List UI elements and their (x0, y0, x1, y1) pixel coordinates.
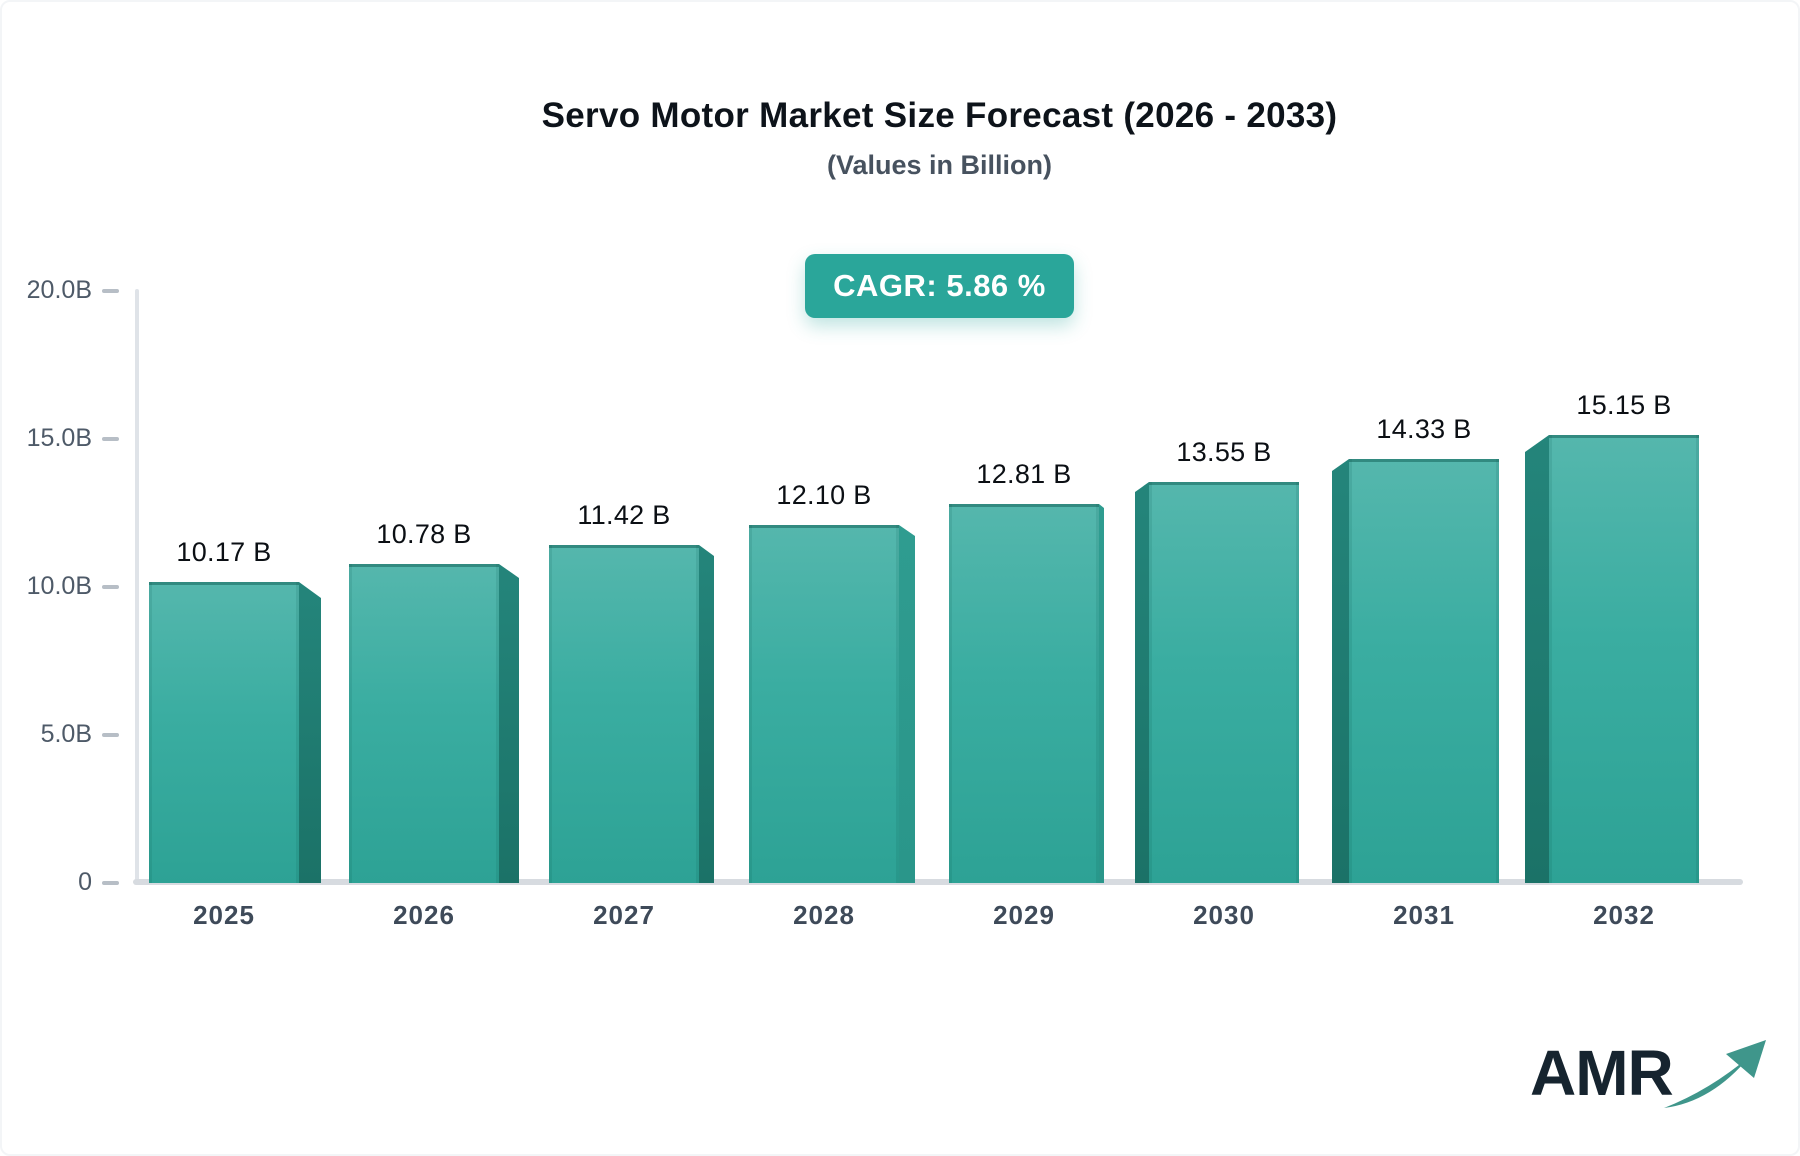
y-axis-tick-label: 0 (78, 868, 92, 896)
x-axis-label-2026: 2026 (393, 900, 455, 930)
x-axis-label-2032: 2032 (1593, 900, 1655, 930)
bar-side-face (1135, 482, 1149, 883)
amr-logo-text: AMR (1530, 1037, 1674, 1109)
bar-side-face (1332, 459, 1349, 883)
y-axis-line (135, 289, 139, 883)
bar-side-face (299, 582, 321, 883)
amr-logo: AMR (1530, 1032, 1766, 1122)
bar-2026 (349, 564, 499, 883)
cagr-badge: CAGR: 5.86 % (805, 254, 1074, 318)
bar-value-label: 13.55 B (1176, 437, 1272, 467)
bar-2029 (949, 504, 1099, 883)
bar-value-label: 11.42 B (577, 500, 671, 530)
x-axis-label-2028: 2028 (793, 900, 855, 930)
bar-side-face (899, 525, 915, 883)
x-axis-label-2029: 2029 (993, 900, 1055, 930)
x-axis-label-2030: 2030 (1193, 900, 1255, 930)
bar-value-label: 12.81 B (976, 459, 1072, 489)
bar-value-label: 10.17 B (176, 537, 272, 567)
y-axis-tick-label: 15.0B (26, 424, 92, 452)
bar-2030 (1149, 482, 1299, 883)
bar-side-face (1099, 504, 1104, 883)
x-axis-label-2031: 2031 (1393, 900, 1455, 930)
y-axis-tick-mark (102, 881, 119, 885)
y-axis-tick-mark (102, 733, 119, 737)
amr-logo-arrow-icon (1664, 1040, 1766, 1108)
bar-2025 (149, 582, 299, 883)
x-axis-label-2025: 2025 (193, 900, 255, 930)
chart-subtitle: (Values in Billion) (826, 150, 1053, 180)
cagr-badge-band: CAGR: 5.86 % (137, 254, 1742, 318)
bar-value-label: 12.10 B (776, 480, 872, 510)
y-axis-tick-mark (102, 289, 119, 293)
y-axis-tick-label: 5.0B (40, 720, 92, 748)
bar-2032 (1549, 435, 1699, 883)
y-axis-tick-label: 20.0B (26, 276, 92, 304)
bar-value-label: 10.78 B (376, 519, 472, 549)
bar-value-label: 15.15 B (1576, 390, 1672, 420)
bar-2027 (549, 545, 699, 883)
x-axis-line (133, 879, 1743, 885)
x-axis-label-2027: 2027 (593, 900, 655, 930)
bar-2028 (749, 525, 899, 883)
bar-side-face (499, 564, 519, 883)
y-axis-tick-mark (102, 585, 119, 589)
y-axis-tick-label: 10.0B (26, 572, 92, 600)
y-axis-tick-mark (102, 437, 119, 441)
chart-title: Servo Motor Market Size Forecast (2026 -… (541, 96, 1338, 135)
bar-value-label: 14.33 B (1376, 414, 1472, 444)
bar-side-face (1525, 435, 1549, 883)
bar-2031 (1349, 459, 1499, 883)
bar-side-face (699, 545, 714, 883)
